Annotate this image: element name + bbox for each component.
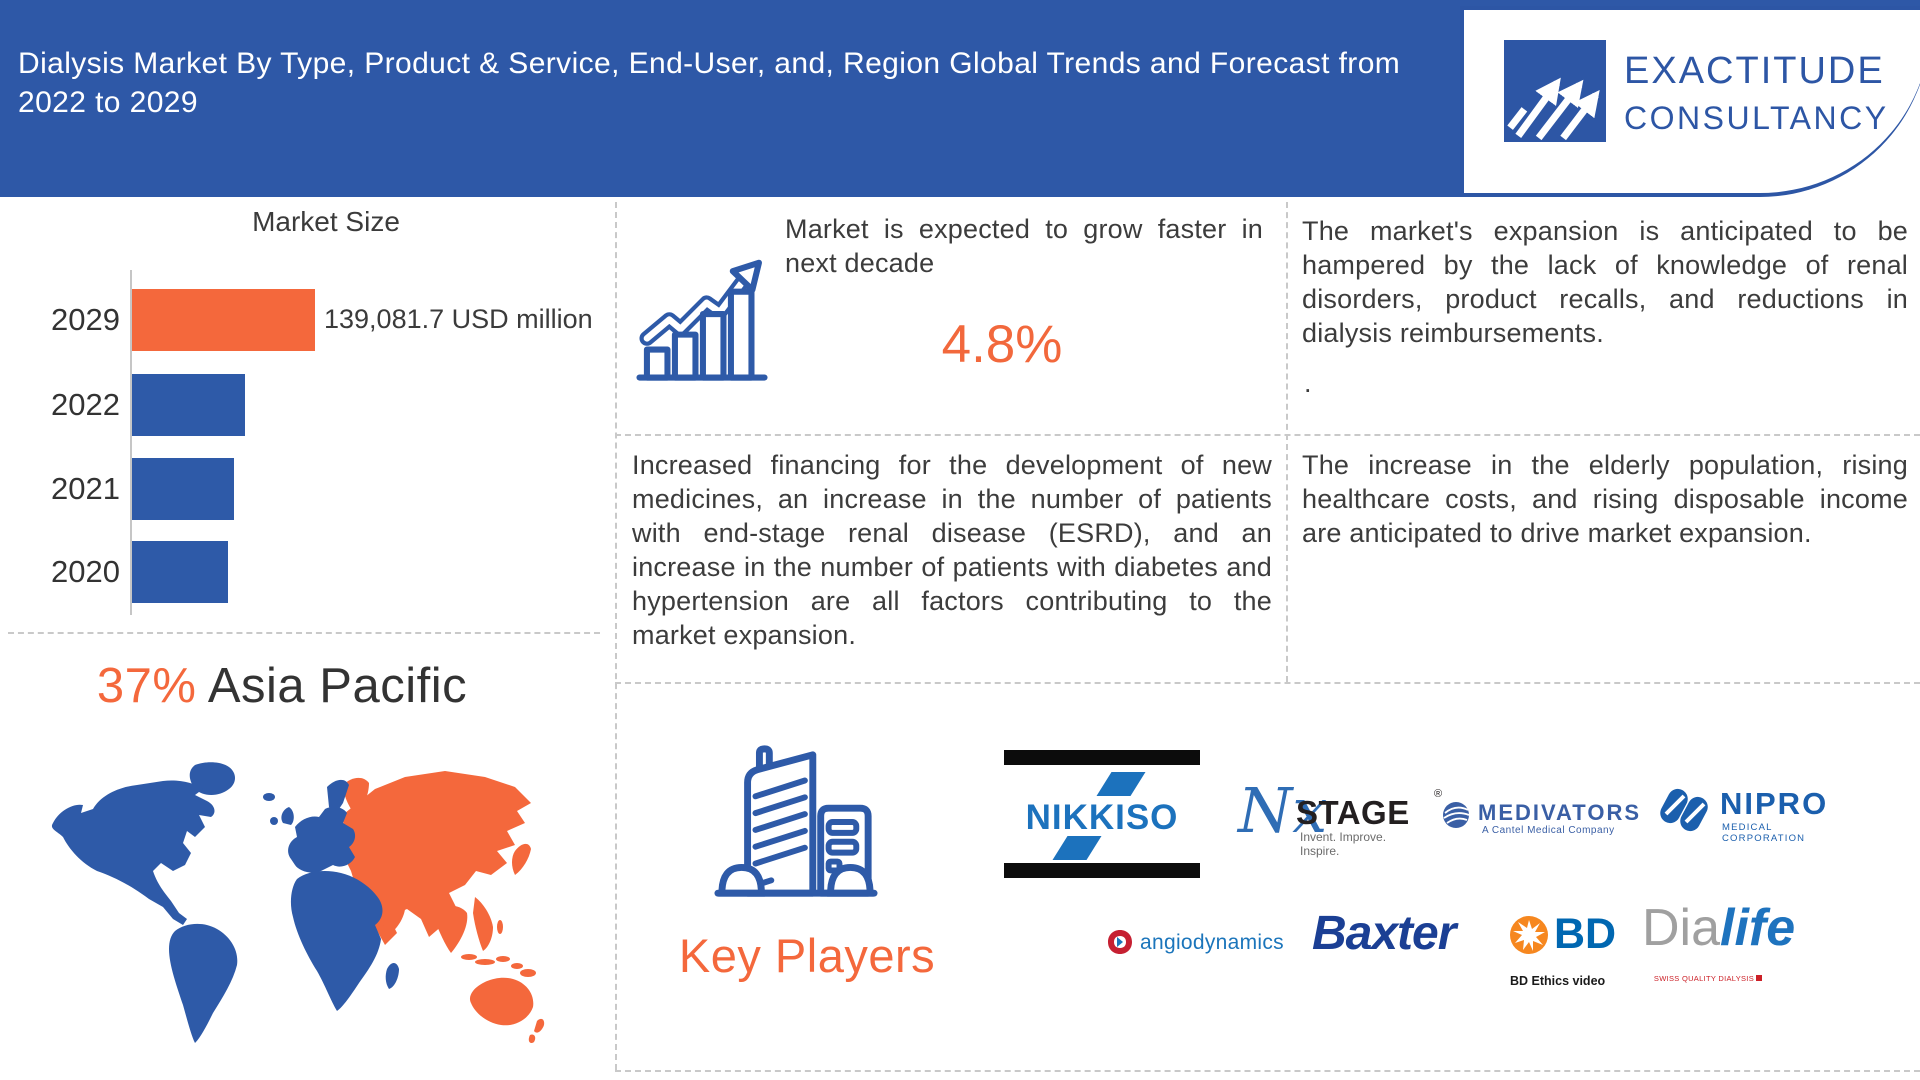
angiodynamics-mark-icon (1108, 930, 1132, 954)
logo-nikkiso: NIKKISO (1004, 750, 1200, 878)
restraint-text: The market's expansion is anticipated to… (1302, 216, 1908, 348)
building-icon (714, 745, 878, 897)
nikkiso-slash-upper (1096, 772, 1146, 796)
logo-medivators: MEDIVATORS A Cantel Medical Company (1440, 795, 1650, 840)
nxstage-registered-mark: ® (1434, 788, 1443, 800)
map-rest-of-world (51, 762, 399, 1043)
bar-label-2022: 2022 (51, 387, 120, 422)
bd-wordmark: BD (1554, 910, 1617, 958)
divider-horizontal-top (615, 434, 1920, 436)
map-asia-pacific-region (341, 771, 545, 1044)
growth-text: Market is expected to grow faster in nex… (785, 214, 1263, 278)
nipro-wordmark: NIPRO (1720, 786, 1829, 821)
medivators-wordmark: MEDIVATORS (1478, 800, 1642, 825)
bd-sun-icon (1510, 916, 1548, 954)
angiodynamics-wordmark: angiodynamics (1140, 931, 1284, 954)
nikkiso-bottom-bar (1004, 863, 1200, 878)
bar-label-2029: 2029 (51, 302, 120, 337)
nikkiso-wordmark: NIKKISO (1025, 798, 1179, 837)
chart-title: Market Size (252, 206, 400, 237)
nxstage-script: Nx (1238, 774, 1328, 847)
medivators-globe-icon (1443, 802, 1470, 828)
dialife-tagline-text: SWISS QUALITY DIALYSIS (1653, 974, 1754, 983)
bar-2029 (132, 289, 315, 351)
brand-name-line1: EXACTITUDE (1624, 50, 1885, 92)
page-title: Dialysis Market By Type, Product & Servi… (18, 47, 1401, 119)
logo-baxter: Baxter (1312, 907, 1456, 960)
dialife-wordmark-life: life (1720, 899, 1796, 957)
cagr-value: 4.8% (941, 315, 1063, 374)
bd-caption: BD Ethics video (1510, 974, 1606, 988)
logo-nipro: NIPRO MEDICAL CORPORATION (1656, 784, 1856, 844)
bar-2020 (132, 541, 228, 603)
divider-horizontal-mid (615, 682, 1920, 684)
region-share-line: 37% Asia Pacific (32, 658, 532, 714)
bar-2022 (132, 374, 245, 436)
brand-name-line2: CONSULTANCY (1624, 100, 1889, 136)
nikkiso-top-bar (1004, 750, 1200, 765)
dialife-tagline: SWISS QUALITY DIALYSIS (1654, 974, 1762, 983)
dialife-red-square (1756, 975, 1762, 981)
medivators-tagline: A Cantel Medical Company (1482, 825, 1615, 836)
brand-arrows-icon (1504, 40, 1606, 142)
dialife-wordmark-dia: Dia (1642, 899, 1721, 957)
brand-card: EXACTITUDE CONSULTANCY (1460, 6, 1920, 197)
divider-horizontal-bottom (615, 1070, 1920, 1072)
nikkiso-slash-lower (1052, 836, 1102, 860)
nxstage-wordmark: STAGE (1296, 794, 1410, 831)
logo-bd: BD (1508, 910, 1628, 958)
drivers-text: Increased financing for the development … (632, 450, 1272, 650)
growth-chart-icon (636, 259, 768, 381)
divider-vertical-left (615, 202, 617, 1070)
bar-label-2021: 2021 (51, 471, 120, 506)
nipro-tagline: MEDICAL CORPORATION (1722, 822, 1806, 844)
logo-dialife: Dialife SWISS QUALITY DIALYSIS (1642, 898, 1795, 984)
nipro-mark-icon (1660, 788, 1708, 832)
logo-nxstage: Nx STAGE ® Invent. Improve. Inspire. (1238, 774, 1442, 858)
logo-angiodynamics: angiodynamics (1106, 926, 1286, 962)
bar-value-2029: 139,081.7 USD million (324, 304, 593, 334)
region-name: Asia Pacific (196, 659, 468, 713)
world-map (51, 762, 545, 1044)
bar-2021 (132, 458, 234, 520)
divider-horizontal-left-column (8, 632, 600, 634)
trends-text: The increase in the elderly population, … (1302, 450, 1908, 548)
divider-vertical-right (1286, 202, 1288, 682)
bar-label-2020: 2020 (51, 554, 120, 589)
key-players-heading: Key Players (678, 929, 936, 982)
stray-period: . (1304, 368, 1312, 398)
region-share-value: 37% (96, 659, 197, 713)
nxstage-tagline: Invent. Improve. Inspire. (1300, 830, 1387, 858)
chart-y-axis (130, 270, 132, 615)
